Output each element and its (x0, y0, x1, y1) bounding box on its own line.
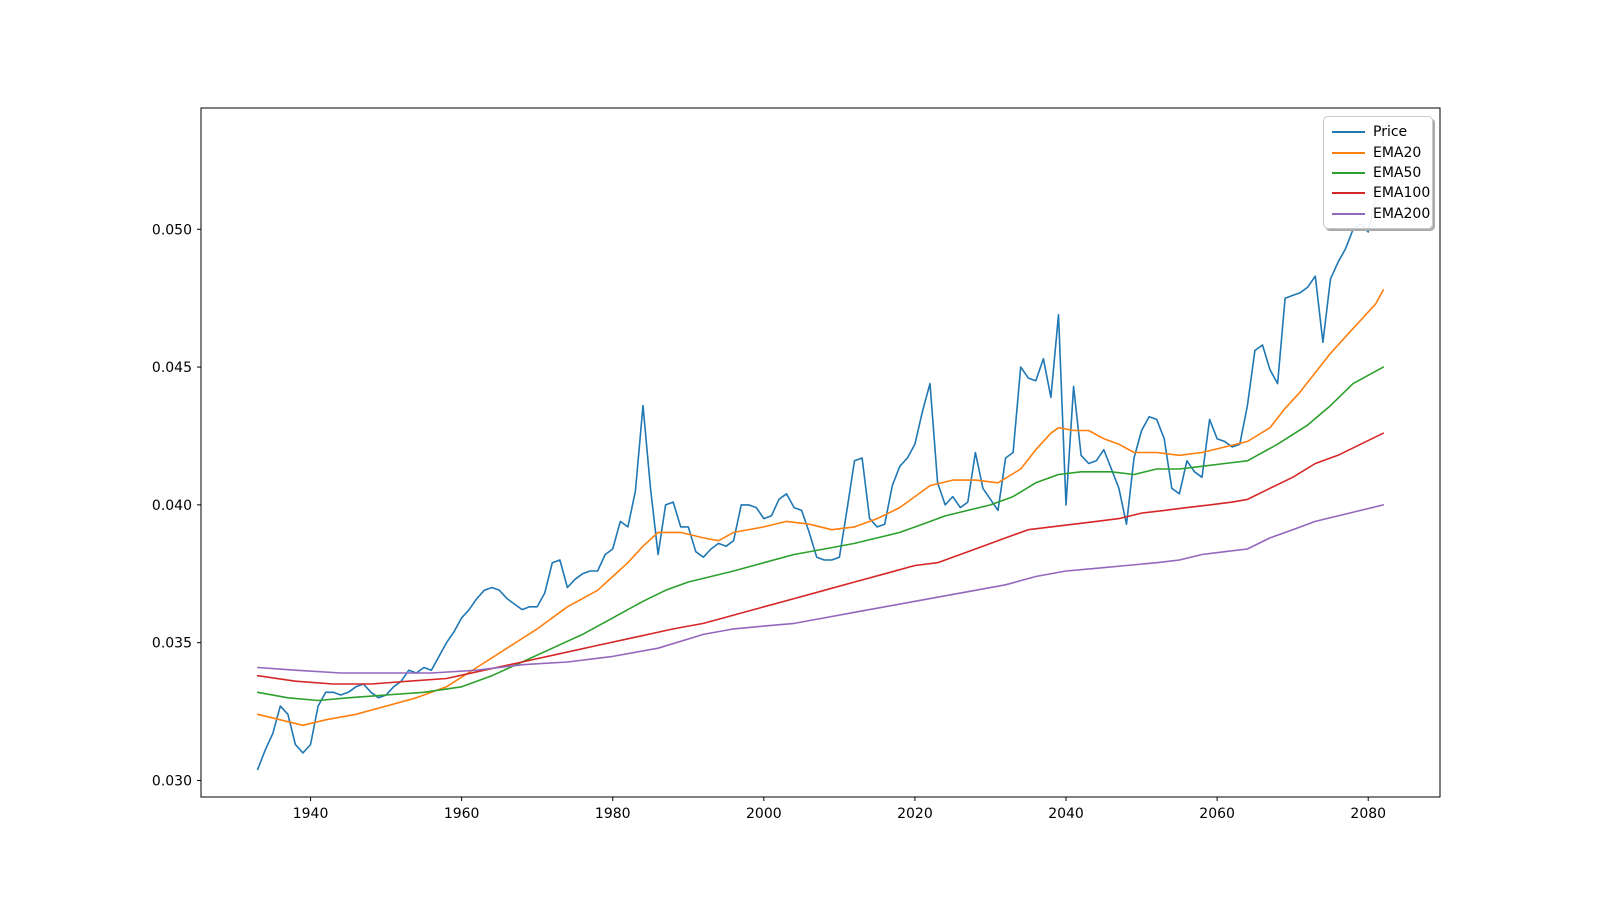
legend-label: EMA100 (1373, 185, 1431, 202)
x-tick-label: 2020 (897, 806, 933, 822)
series-line-ema20 (256, 289, 1385, 727)
ema100-line-swatch-icon (1332, 192, 1365, 195)
x-tick-label: 1940 (293, 806, 329, 822)
x-tick-label: 2040 (1048, 806, 1084, 822)
series-line-ema200 (256, 504, 1385, 674)
series-line-ema100 (256, 432, 1385, 685)
y-tick-label: 0.040 (152, 498, 192, 514)
legend-entry-ema20: EMA20 (1332, 142, 1424, 162)
series-line-ema50 (256, 366, 1385, 702)
legend-label: Price (1373, 124, 1408, 141)
y-tick-label: 0.045 (152, 360, 192, 376)
y-tick-label: 0.030 (152, 773, 192, 789)
legend: Price EMA20 EMA50 EMA100 EMA200 (1323, 116, 1433, 229)
x-tick-label: 2060 (1199, 806, 1235, 822)
ema200-line-swatch-icon (1332, 212, 1365, 215)
x-tick-label: 2080 (1350, 806, 1386, 822)
legend-label: EMA50 (1373, 164, 1422, 181)
legend-entry-ema200: EMA200 (1332, 204, 1430, 224)
series-line-price (256, 140, 1385, 771)
y-tick-label: 0.035 (152, 636, 192, 652)
legend-label: EMA200 (1373, 205, 1431, 222)
legend-label: EMA20 (1373, 144, 1422, 161)
axes-spines (200, 107, 1441, 798)
ema50-line-swatch-icon (1332, 171, 1365, 174)
ema20-line-swatch-icon (1332, 151, 1365, 154)
x-tick-label: 1980 (595, 806, 631, 822)
legend-entry-price: Price (1332, 122, 1424, 142)
x-tick-label: 2000 (746, 806, 782, 822)
price-line-swatch-icon (1332, 131, 1365, 134)
y-tick-label: 0.050 (152, 222, 192, 238)
x-tick-label: 1960 (444, 806, 480, 822)
legend-entry-ema100: EMA100 (1332, 183, 1430, 203)
legend-entry-ema50: EMA50 (1332, 163, 1424, 183)
